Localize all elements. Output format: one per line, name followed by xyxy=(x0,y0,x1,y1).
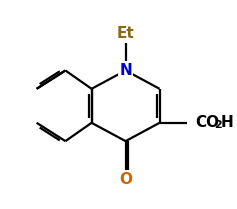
Text: CO: CO xyxy=(195,115,219,130)
Text: H: H xyxy=(221,115,234,130)
Text: Et: Et xyxy=(117,26,134,41)
Text: 2: 2 xyxy=(214,120,222,130)
Text: N: N xyxy=(119,63,132,78)
Text: O: O xyxy=(119,172,132,187)
